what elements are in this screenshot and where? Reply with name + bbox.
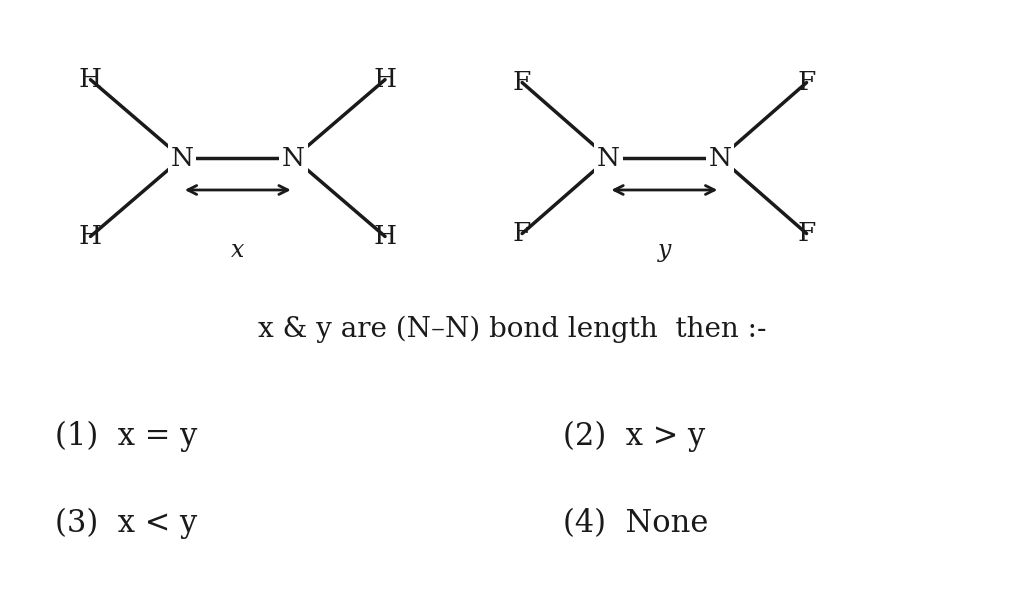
Text: N: N — [283, 145, 305, 171]
Text: N: N — [597, 145, 620, 171]
Text: H: H — [374, 224, 396, 249]
Text: N: N — [709, 145, 732, 171]
Text: H: H — [79, 224, 102, 249]
Text: N: N — [170, 145, 194, 171]
Text: x: x — [231, 240, 245, 263]
Text: H: H — [374, 67, 396, 92]
Text: (3)  x < y: (3) x < y — [55, 508, 198, 540]
Text: y: y — [657, 240, 671, 263]
Text: (1)  x = y: (1) x = y — [55, 421, 198, 452]
Text: F: F — [798, 70, 816, 95]
Text: x & y are (N–N) bond length  then :-: x & y are (N–N) bond length then :- — [258, 316, 766, 343]
Text: (2)  x > y: (2) x > y — [563, 421, 706, 452]
Text: F: F — [513, 221, 531, 246]
Text: F: F — [513, 70, 531, 95]
Text: (4)  None: (4) None — [563, 508, 709, 540]
Text: F: F — [798, 221, 816, 246]
Text: H: H — [79, 67, 102, 92]
